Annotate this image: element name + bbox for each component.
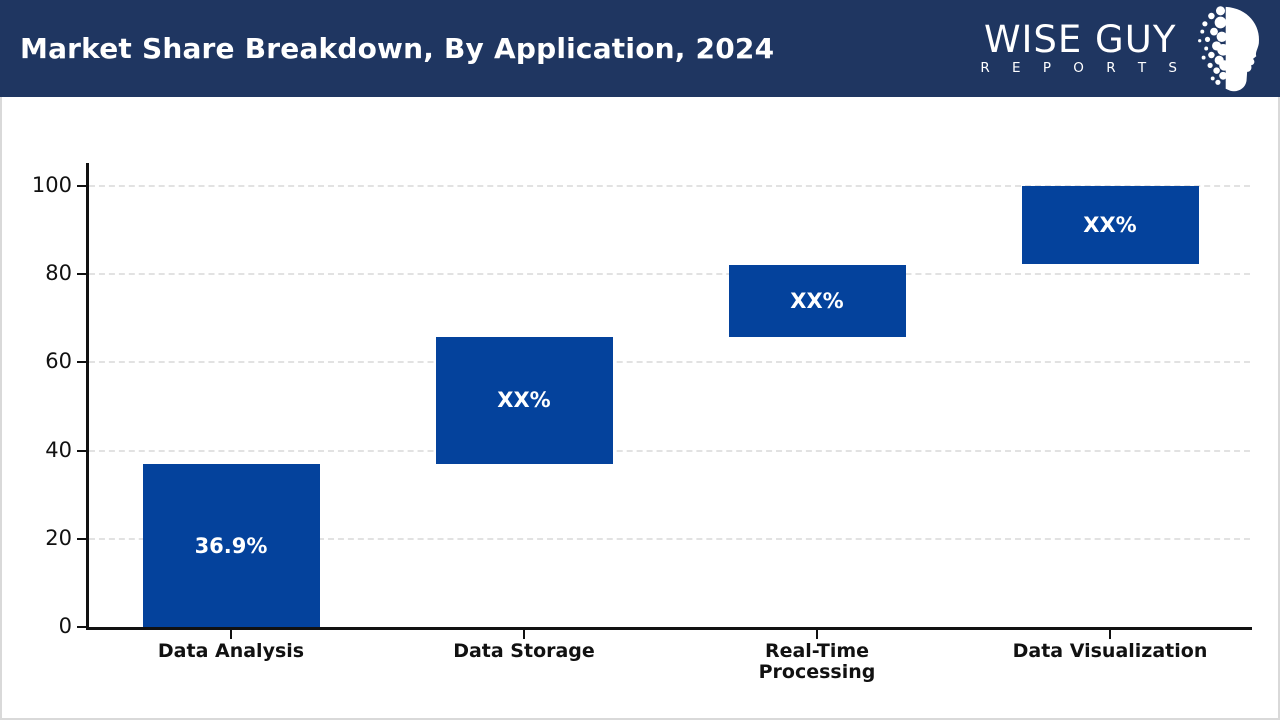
x-category-label-data-visualization: Data Visualization bbox=[1012, 640, 1208, 662]
y-tick-label-80: 80 bbox=[45, 261, 72, 286]
x-tick-data-storage bbox=[523, 630, 525, 639]
bar-value-label-data-storage: XX% bbox=[497, 388, 551, 413]
gridline-60 bbox=[89, 361, 1250, 364]
x-axis-line bbox=[86, 627, 1252, 630]
brand-logo-text: WISE GUY R E P O R T S bbox=[974, 21, 1186, 76]
brand-logo: WISE GUY R E P O R T S bbox=[974, 3, 1266, 94]
x-tick-data-analysis bbox=[230, 630, 232, 639]
x-category-label-real-time-processing: Real-Time Processing bbox=[758, 640, 876, 683]
bar-value-label-real-time-processing: XX% bbox=[790, 289, 844, 314]
brand-name: WISE GUY bbox=[983, 18, 1177, 61]
y-tick-label-100: 100 bbox=[31, 173, 72, 197]
y-tick-label-60: 60 bbox=[45, 349, 72, 374]
y-tick-label-20: 20 bbox=[45, 525, 72, 550]
y-tick-label-40: 40 bbox=[45, 437, 72, 462]
bar-data-visualization: XX% bbox=[1021, 186, 1199, 265]
bar-real-time-processing: XX% bbox=[728, 265, 906, 337]
x-category-label-data-storage: Data Storage bbox=[453, 640, 595, 662]
y-tick-20 bbox=[77, 537, 86, 540]
brand-head-dots-icon bbox=[1198, 6, 1260, 92]
bar-data-storage: XX% bbox=[435, 336, 613, 464]
y-tick-100 bbox=[77, 185, 86, 187]
bar-data-analysis: 36.9% bbox=[142, 464, 320, 627]
y-tick-40 bbox=[77, 449, 86, 452]
brand-subtitle: R E P O R T S bbox=[980, 60, 1186, 76]
y-tick-80 bbox=[77, 273, 86, 276]
y-axis-line bbox=[86, 163, 89, 628]
gridline-20 bbox=[89, 537, 1250, 540]
y-tick-label-0: 0 bbox=[58, 614, 72, 638]
x-tick-real-time-processing bbox=[816, 630, 818, 639]
y-tick-60 bbox=[77, 361, 86, 364]
gridline-80 bbox=[89, 273, 1250, 276]
bar-value-label-data-visualization: XX% bbox=[1083, 213, 1137, 238]
header-bar: Market Share Breakdown, By Application, … bbox=[0, 0, 1280, 97]
bar-value-label-data-analysis: 36.9% bbox=[194, 533, 268, 558]
x-category-label-data-analysis: Data Analysis bbox=[157, 640, 305, 662]
x-tick-data-visualization bbox=[1109, 630, 1111, 639]
y-tick-0 bbox=[77, 626, 86, 628]
gridline-100 bbox=[89, 185, 1250, 187]
chart-title: Market Share Breakdown, By Application, … bbox=[20, 32, 775, 65]
gridline-40 bbox=[89, 449, 1250, 452]
